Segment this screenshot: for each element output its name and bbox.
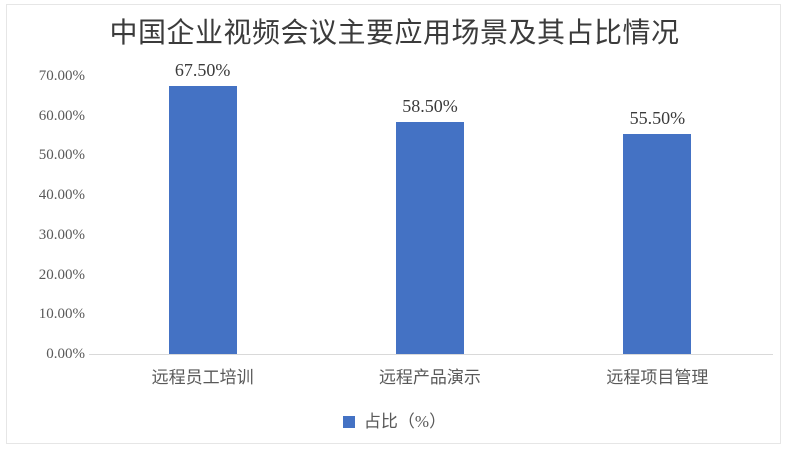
- plot-area: 67.50% 58.50% 55.50%: [89, 61, 771, 354]
- y-axis-tick-label: 60.00%: [38, 107, 85, 124]
- x-axis-line: [89, 354, 773, 355]
- bar-group: 58.50%: [316, 76, 543, 354]
- y-axis-tick-label: 20.00%: [38, 266, 85, 283]
- bar-remote-product-demo[interactable]: 58.50%: [395, 97, 464, 354]
- y-axis-tick-label: 40.00%: [38, 187, 85, 204]
- chart-legend: 占比（%）: [7, 413, 782, 430]
- x-axis: 远程员工培训 远程产品演示 远程项目管理: [89, 367, 771, 397]
- chart-container: 中国企业视频会议主要应用场景及其占比情况 70.00% 60.00% 50.00…: [6, 4, 781, 444]
- bar-data-label: 67.50%: [174, 59, 231, 80]
- bar-group: 67.50%: [89, 61, 316, 354]
- y-axis-tick-label: 70.00%: [38, 68, 85, 84]
- y-axis: 70.00% 60.00% 50.00% 40.00% 30.00% 20.00…: [7, 5, 85, 445]
- bar-remote-project-management[interactable]: 55.50%: [623, 109, 692, 354]
- y-axis-tick-label: 50.00%: [38, 147, 85, 164]
- y-axis-tick-label: 30.00%: [38, 226, 85, 243]
- bar-data-label: 55.50%: [629, 107, 686, 128]
- x-axis-category-label: 远程项目管理: [606, 368, 709, 387]
- bar-data-label: 58.50%: [402, 95, 458, 116]
- legend-entry-label[interactable]: 占比（%）: [363, 412, 447, 431]
- y-axis-tick-label: 0.00%: [46, 346, 85, 362]
- bar-remote-employee-training[interactable]: 67.50%: [168, 61, 237, 354]
- x-axis-category-label: 远程产品演示: [378, 368, 481, 387]
- legend-color-swatch-icon: [342, 415, 355, 428]
- chart-title: 中国企业视频会议主要应用场景及其占比情况: [109, 18, 680, 49]
- y-axis-tick-label: 10.00%: [38, 306, 85, 323]
- bar-group: 55.50%: [544, 76, 771, 354]
- x-axis-category-label: 远程员工培训: [151, 368, 254, 387]
